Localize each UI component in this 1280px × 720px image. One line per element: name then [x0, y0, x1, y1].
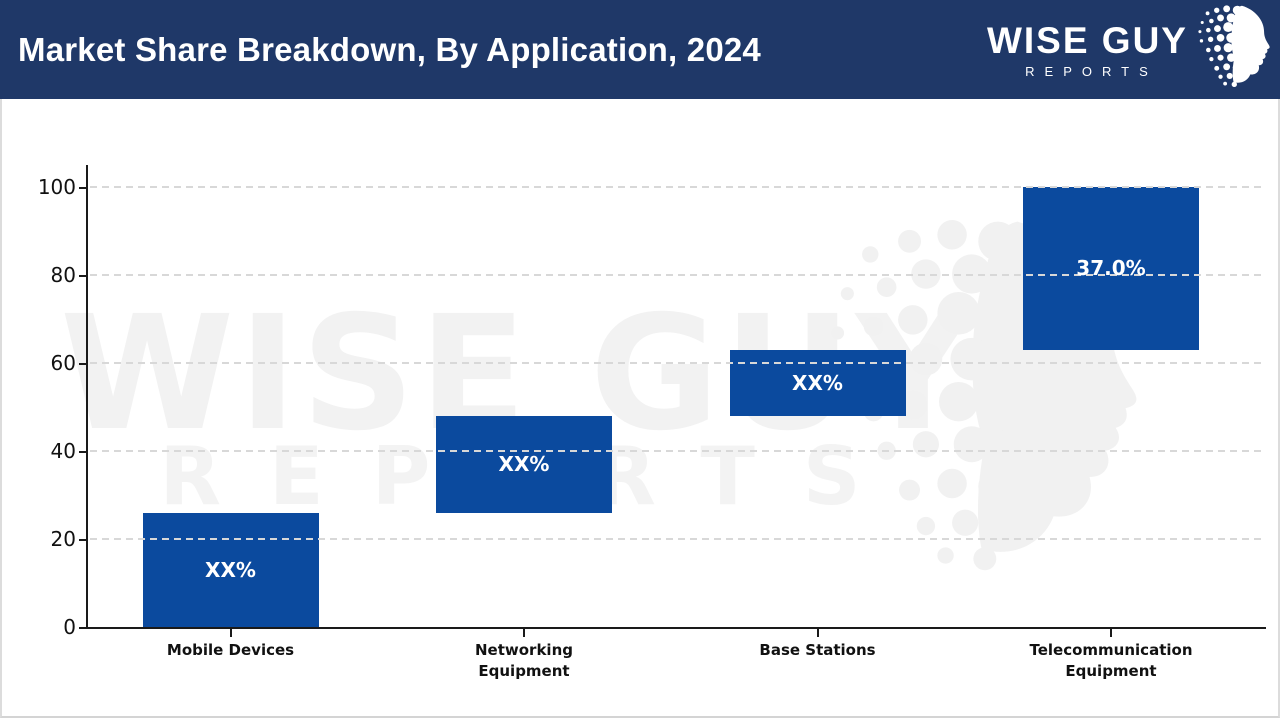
bar-value-label: XX%: [792, 370, 843, 395]
x-category-label: Mobile Devices: [91, 640, 371, 661]
y-tick-label: 60: [50, 351, 76, 375]
x-category-label-line: Networking: [475, 641, 573, 659]
y-axis-line: [86, 165, 88, 629]
header-bar: Market Share Breakdown, By Application, …: [0, 0, 1280, 99]
y-gridline: [90, 538, 1266, 540]
y-tick-mark: [79, 275, 86, 277]
x-category-label: Networking Equipment: [384, 640, 664, 682]
y-tick-label: 40: [50, 439, 76, 463]
y-tick-label: 80: [50, 263, 76, 287]
y-tick-mark: [79, 451, 86, 453]
chart-title: Market Share Breakdown, By Application, …: [18, 30, 761, 68]
brand-logo: WISE GUY REPORTS: [987, 4, 1274, 96]
y-gridline: [90, 274, 1266, 276]
y-gridline: [90, 186, 1266, 188]
y-tick-label: 100: [37, 175, 76, 199]
y-tick-mark: [79, 627, 86, 629]
bar-segment: [1023, 187, 1199, 350]
x-category-label-line: Mobile Devices: [166, 641, 295, 659]
x-category-label: Telecommunication Equipment: [971, 640, 1251, 682]
x-tick-mark: [1110, 629, 1112, 637]
x-tick-mark: [229, 629, 232, 637]
x-category-label-line: Base Stations: [759, 641, 876, 659]
y-tick-label: 20: [50, 527, 76, 551]
brand-tagline: REPORTS: [1025, 64, 1158, 79]
x-category-label-line: Equipment: [478, 662, 570, 680]
x-category-label-line: Equipment: [1065, 662, 1157, 680]
brand-name: WISE GUY: [986, 20, 1188, 61]
y-gridline: [90, 362, 1266, 364]
y-tick-label: 0: [63, 615, 76, 639]
y-tick-mark: [79, 363, 86, 365]
x-tick-mark: [816, 629, 819, 637]
x-category-label: Base Stations: [678, 640, 958, 661]
x-axis-line: [86, 627, 1266, 629]
y-tick-mark: [79, 539, 86, 541]
bar-segment: [142, 512, 319, 627]
bar-value-label: XX%: [205, 557, 256, 582]
brand-logo-text: WISE GUY REPORTS: [986, 20, 1188, 80]
y-tick-mark: [79, 187, 86, 189]
bar-segment: [436, 415, 612, 513]
bar-segment: [729, 349, 906, 416]
x-tick-mark: [523, 629, 525, 637]
brand-head-icon: [1198, 5, 1270, 88]
x-category-label-line: Telecommunication: [1029, 641, 1193, 659]
bar-value-label: XX%: [498, 452, 550, 477]
bar-value-label: 37.0%: [1076, 256, 1146, 281]
y-gridline: [90, 450, 1266, 452]
